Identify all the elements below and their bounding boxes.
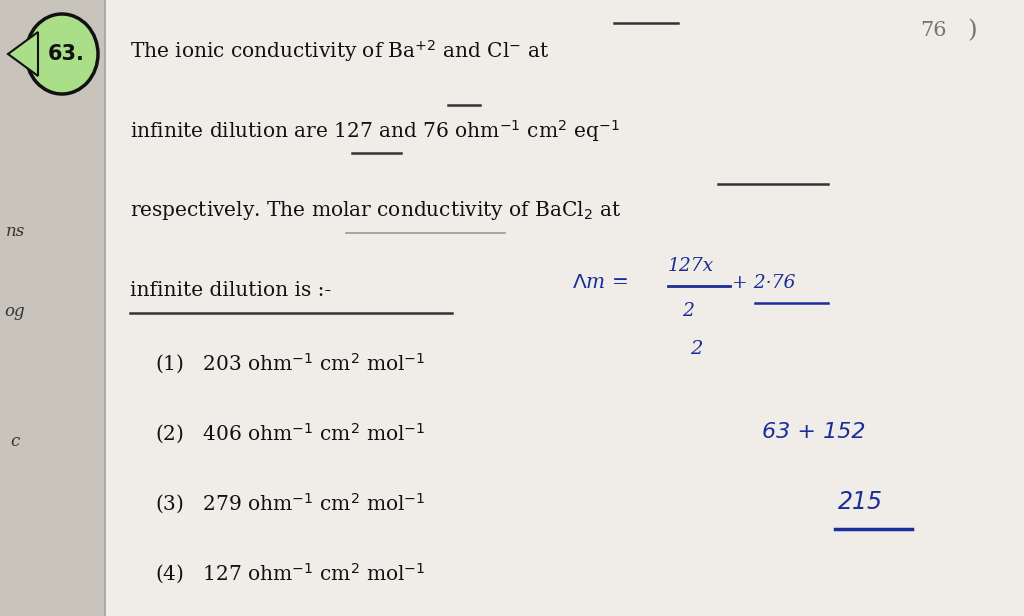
Text: (2)   406 ohm$^{-1}$ cm$^{2}$ mol$^{-1}$: (2) 406 ohm$^{-1}$ cm$^{2}$ mol$^{-1}$ bbox=[155, 422, 425, 446]
Text: ): ) bbox=[967, 20, 977, 43]
Text: (4)   127 ohm$^{-1}$ cm$^{2}$ mol$^{-1}$: (4) 127 ohm$^{-1}$ cm$^{2}$ mol$^{-1}$ bbox=[155, 562, 425, 586]
Text: 127x: 127x bbox=[668, 257, 715, 275]
Text: ns: ns bbox=[5, 222, 25, 240]
Text: The ionic conductivity of Ba$^{+2}$ and Cl$^{-}$ at: The ionic conductivity of Ba$^{+2}$ and … bbox=[130, 38, 550, 64]
Polygon shape bbox=[8, 32, 38, 76]
Text: 2: 2 bbox=[682, 302, 694, 320]
Text: $\Lambda$m =: $\Lambda$m = bbox=[572, 274, 628, 293]
Text: 2: 2 bbox=[690, 340, 702, 358]
Text: infinite dilution is :-: infinite dilution is :- bbox=[130, 282, 331, 301]
Text: 63.: 63. bbox=[47, 44, 84, 64]
Text: + 2·76: + 2·76 bbox=[732, 274, 796, 292]
Text: 215: 215 bbox=[838, 490, 883, 514]
Text: respectively. The molar conductivity of BaCl$_2$ at: respectively. The molar conductivity of … bbox=[130, 200, 621, 222]
Text: (3)   279 ohm$^{-1}$ cm$^{2}$ mol$^{-1}$: (3) 279 ohm$^{-1}$ cm$^{2}$ mol$^{-1}$ bbox=[155, 492, 425, 516]
Ellipse shape bbox=[26, 14, 98, 94]
Text: 63 + 152: 63 + 152 bbox=[762, 422, 865, 442]
Text: (1)   203 ohm$^{-1}$ cm$^{2}$ mol$^{-1}$: (1) 203 ohm$^{-1}$ cm$^{2}$ mol$^{-1}$ bbox=[155, 352, 425, 376]
Text: c: c bbox=[10, 432, 19, 450]
Text: 76: 76 bbox=[920, 22, 946, 41]
Text: og: og bbox=[5, 302, 26, 320]
Text: infinite dilution are 127 and 76 ohm$^{-1}$ cm$^{2}$ eq$^{-1}$: infinite dilution are 127 and 76 ohm$^{-… bbox=[130, 118, 620, 144]
Bar bbox=[0, 0, 105, 616]
